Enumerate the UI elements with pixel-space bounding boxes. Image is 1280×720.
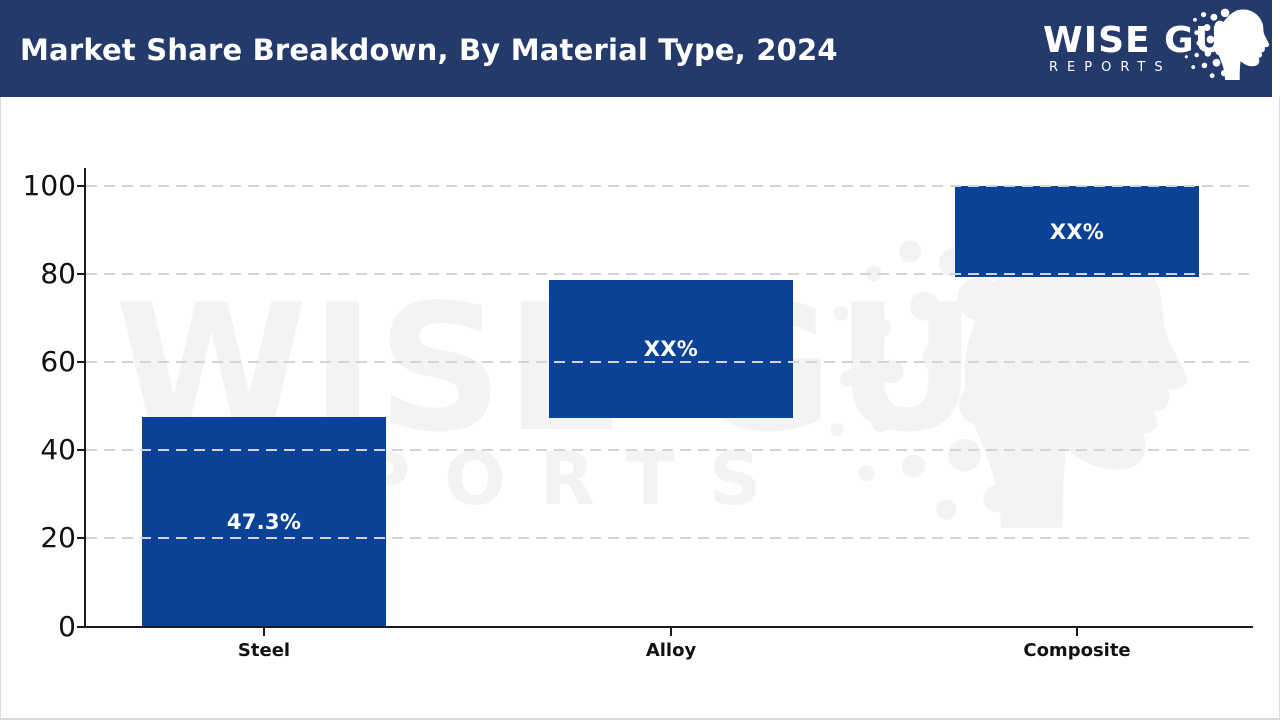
left-edge-line — [0, 97, 1, 720]
x-label-alloy: Alloy — [645, 640, 697, 661]
x-label-steel: Steel — [237, 640, 291, 661]
y-axis-spine — [84, 168, 86, 628]
bar-composite: XX% — [955, 186, 1199, 277]
y-tickmark-0 — [77, 626, 84, 628]
x-tickmark-composite — [1076, 628, 1078, 636]
gridline-100 — [86, 185, 1253, 187]
bar-steel-value-label: 47.3% — [226, 509, 302, 534]
gridline-80 — [86, 273, 1253, 275]
y-tick-label-80: 80 — [40, 257, 76, 290]
bar-alloy: XX% — [549, 280, 793, 418]
y-tickmark-60 — [77, 361, 84, 363]
y-tick-label-60: 60 — [40, 345, 76, 378]
x-label-composite: Composite — [1023, 640, 1131, 661]
wise-guy-logo: WISE GUY REPORTS — [1035, 0, 1272, 97]
y-tickmark-100 — [77, 185, 84, 187]
bar-composite-value-label: XX% — [1049, 219, 1105, 244]
y-tick-label-100: 100 — [22, 169, 76, 202]
bar-steel: 47.3% — [142, 417, 386, 626]
x-axis-spine — [84, 626, 1253, 628]
x-tickmark-alloy — [670, 628, 672, 636]
wise-guy-head-icon — [1179, 8, 1270, 80]
y-tickmark-80 — [77, 273, 84, 275]
y-tick-label-0: 0 — [58, 610, 76, 643]
chart-area: WISE GUY REPORTS 47.3% XX% XX% 1 — [0, 97, 1280, 718]
gridline-60 — [86, 361, 1253, 363]
gridline-40 — [86, 449, 1253, 451]
y-tickmark-40 — [77, 449, 84, 451]
header: Market Share Breakdown, By Material Type… — [0, 0, 1272, 97]
y-tick-label-40: 40 — [40, 433, 76, 466]
y-tickmark-20 — [77, 537, 84, 539]
bottom-edge-line — [0, 718, 1280, 720]
y-tick-label-20: 20 — [40, 521, 76, 554]
gridline-20 — [86, 537, 1253, 539]
bar-alloy-value-label: XX% — [643, 337, 699, 361]
logo-subtitle: REPORTS — [1049, 60, 1172, 75]
x-tickmark-steel — [263, 628, 265, 636]
page-title: Market Share Breakdown, By Material Type… — [20, 33, 838, 67]
